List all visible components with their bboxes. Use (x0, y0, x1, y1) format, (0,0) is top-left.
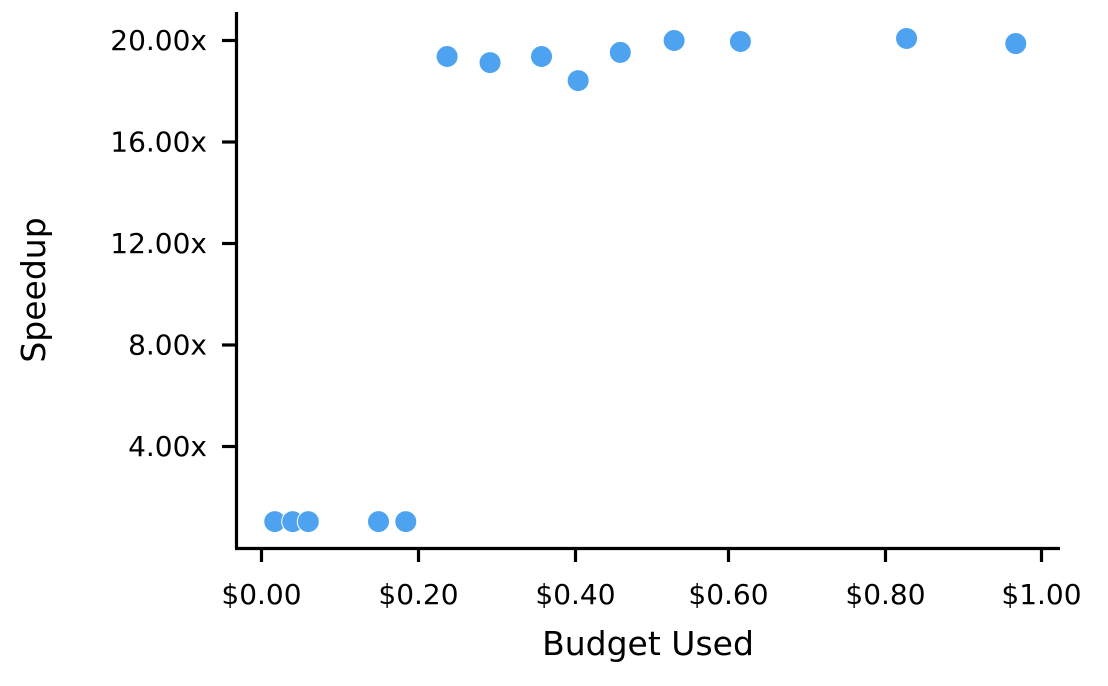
data-point (728, 30, 752, 54)
y-tick-label: 4.00x (128, 430, 207, 463)
data-point (394, 510, 418, 534)
data-point-series (263, 26, 1028, 534)
y-tick-labels: 20.00x 16.00x 12.00x 8.00x 4.00x (110, 24, 207, 463)
x-tick-label: $0.00 (221, 578, 301, 611)
x-tick-label: $0.20 (378, 578, 458, 611)
y-tick-label: 20.00x (110, 24, 207, 57)
x-tick-label: $0.80 (845, 578, 925, 611)
data-point (608, 40, 632, 64)
y-tick-label: 8.00x (128, 329, 207, 362)
data-point (367, 510, 390, 534)
x-tick-label: $0.40 (535, 578, 615, 611)
data-point (530, 44, 554, 68)
data-point (478, 51, 502, 75)
data-point (296, 510, 320, 534)
y-tick-label: 16.00x (110, 126, 207, 159)
y-axis-title: Speedup (14, 217, 53, 362)
y-tick-label: 12.00x (110, 227, 207, 260)
y-tick-marks (222, 38, 236, 449)
data-point (895, 26, 919, 50)
x-tick-label: $0.60 (688, 578, 768, 611)
data-point (435, 44, 459, 68)
data-point (662, 29, 686, 52)
x-axis-title: Budget Used (542, 624, 754, 663)
x-tick-label: $1.00 (1001, 578, 1081, 611)
x-tick-labels: $0.00 $0.20 $0.40 $0.60 $0.80 $1.00 (221, 578, 1081, 611)
data-point (1004, 32, 1028, 56)
data-point (566, 69, 590, 93)
axis-spines (234, 12, 1060, 551)
x-tick-marks (259, 548, 1044, 562)
